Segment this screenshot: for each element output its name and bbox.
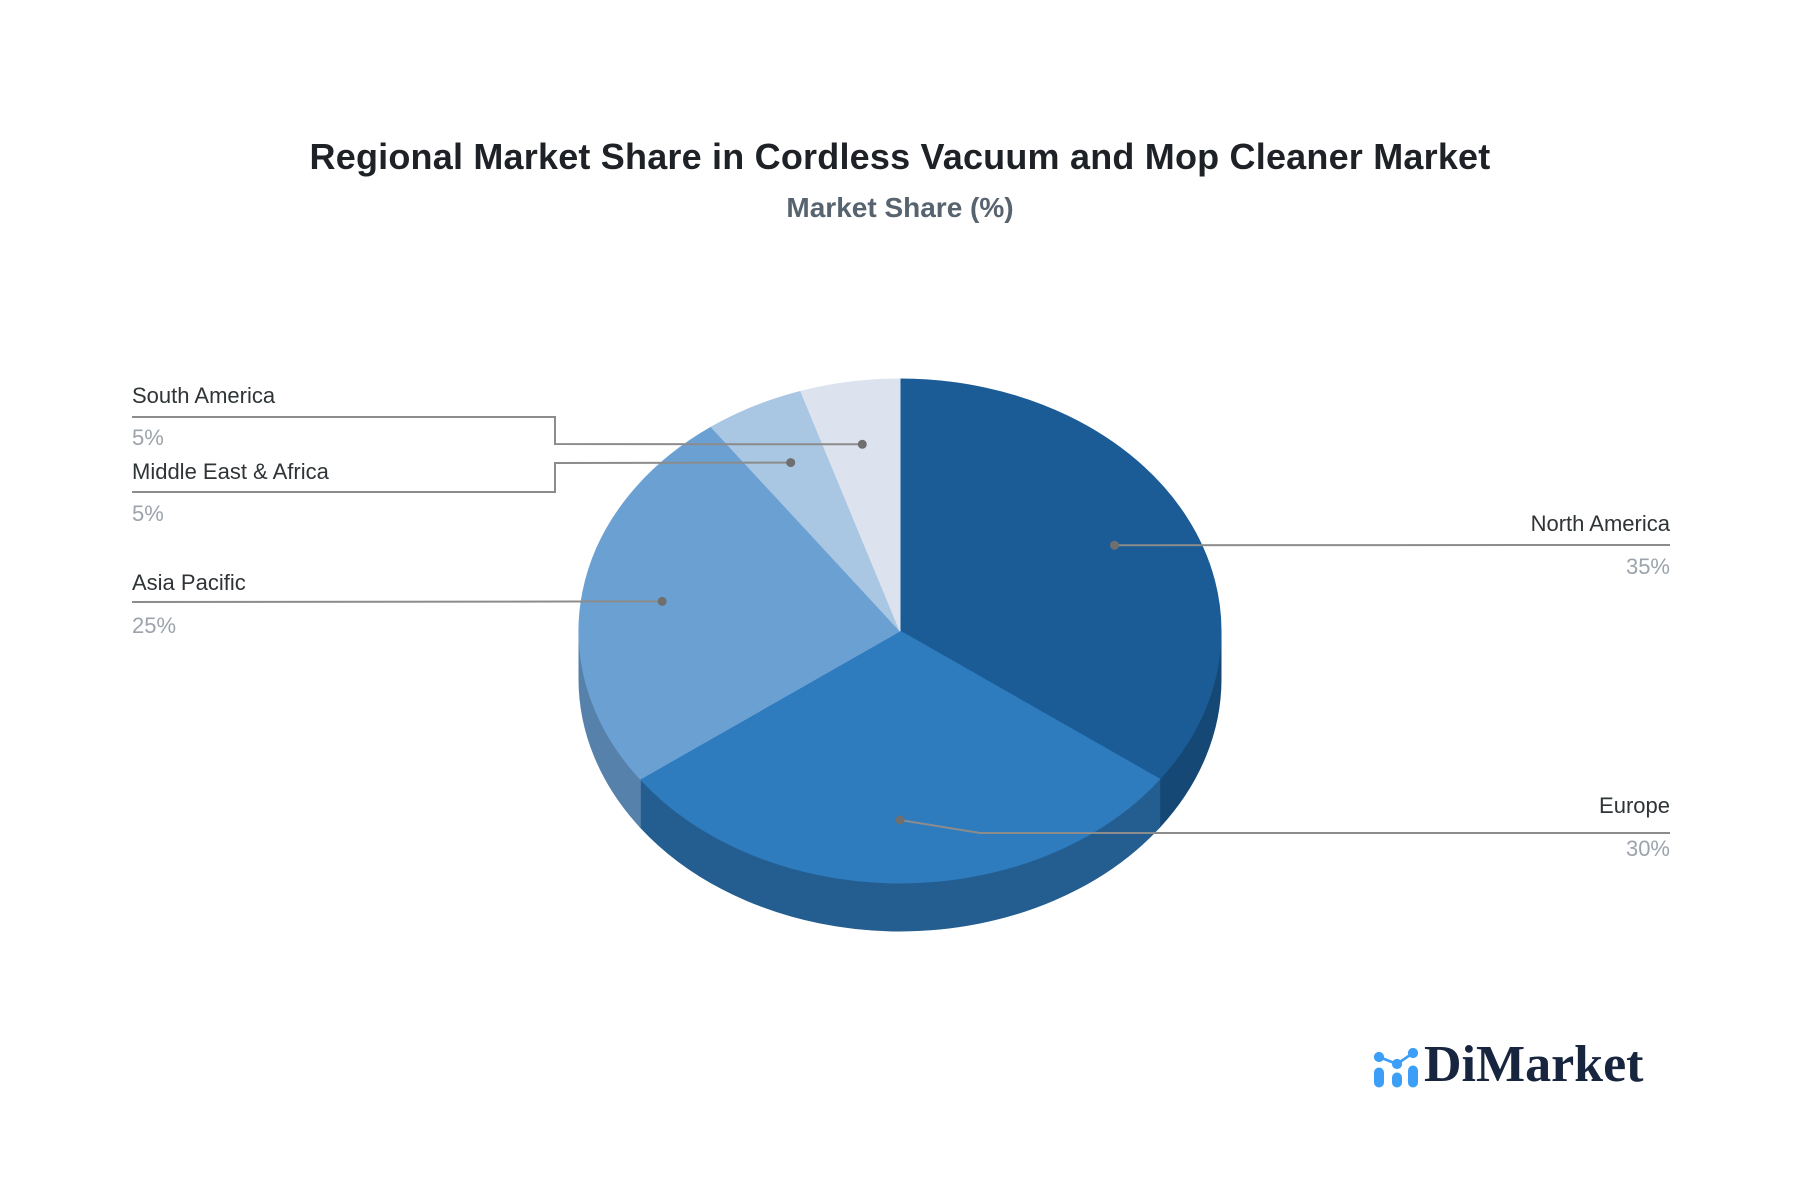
leader-dot-asia-pacific: [657, 596, 667, 606]
slice-value-asia-pacific: 25%: [132, 613, 177, 638]
pie-slice-europe[interactable]: [639, 630, 1161, 884]
leader-line-middle-east-africa: [132, 461, 791, 493]
leader-dot-europe: [895, 815, 905, 825]
slice-label-south-america: South America: [132, 383, 276, 408]
pie-slice-north-america[interactable]: [899, 378, 1222, 780]
pie-slice-asia-pacific[interactable]: [578, 426, 901, 780]
leader-dot-north-america: [1110, 540, 1119, 550]
slice-value-south-america: 5%: [132, 425, 164, 450]
slice-value-middle-east-africa: 5%: [132, 501, 164, 526]
slice-label-asia-pacific: Asia Pacific: [132, 570, 246, 595]
slice-label-europe: Europe: [1599, 793, 1670, 818]
slice-label-north-america: North America: [1530, 511, 1670, 536]
slice-label-middle-east-africa: Middle East & Africa: [132, 459, 329, 484]
leader-line-asia-pacific: [131, 600, 663, 603]
brand-logo-text: DiMarket: [1424, 1036, 1644, 1093]
brand-logo: DiMarket: [1368, 1039, 1643, 1091]
bar-line-chart-icon: [1373, 1047, 1419, 1088]
pie-slice-south-america[interactable]: [800, 378, 901, 632]
leader-dot-middle-east-africa: [786, 458, 796, 468]
slice-value-europe: 30%: [1625, 836, 1670, 861]
leader-line-south-america: [132, 416, 863, 446]
leader-line-europe: [899, 819, 1670, 834]
chart-title: Regional Market Share in Cordless Vacuum…: [309, 136, 1491, 177]
leader-dot-south-america: [857, 439, 867, 449]
slice-value-north-america: 35%: [1625, 554, 1670, 579]
chart-subtitle: Market Share (%): [786, 192, 1014, 223]
